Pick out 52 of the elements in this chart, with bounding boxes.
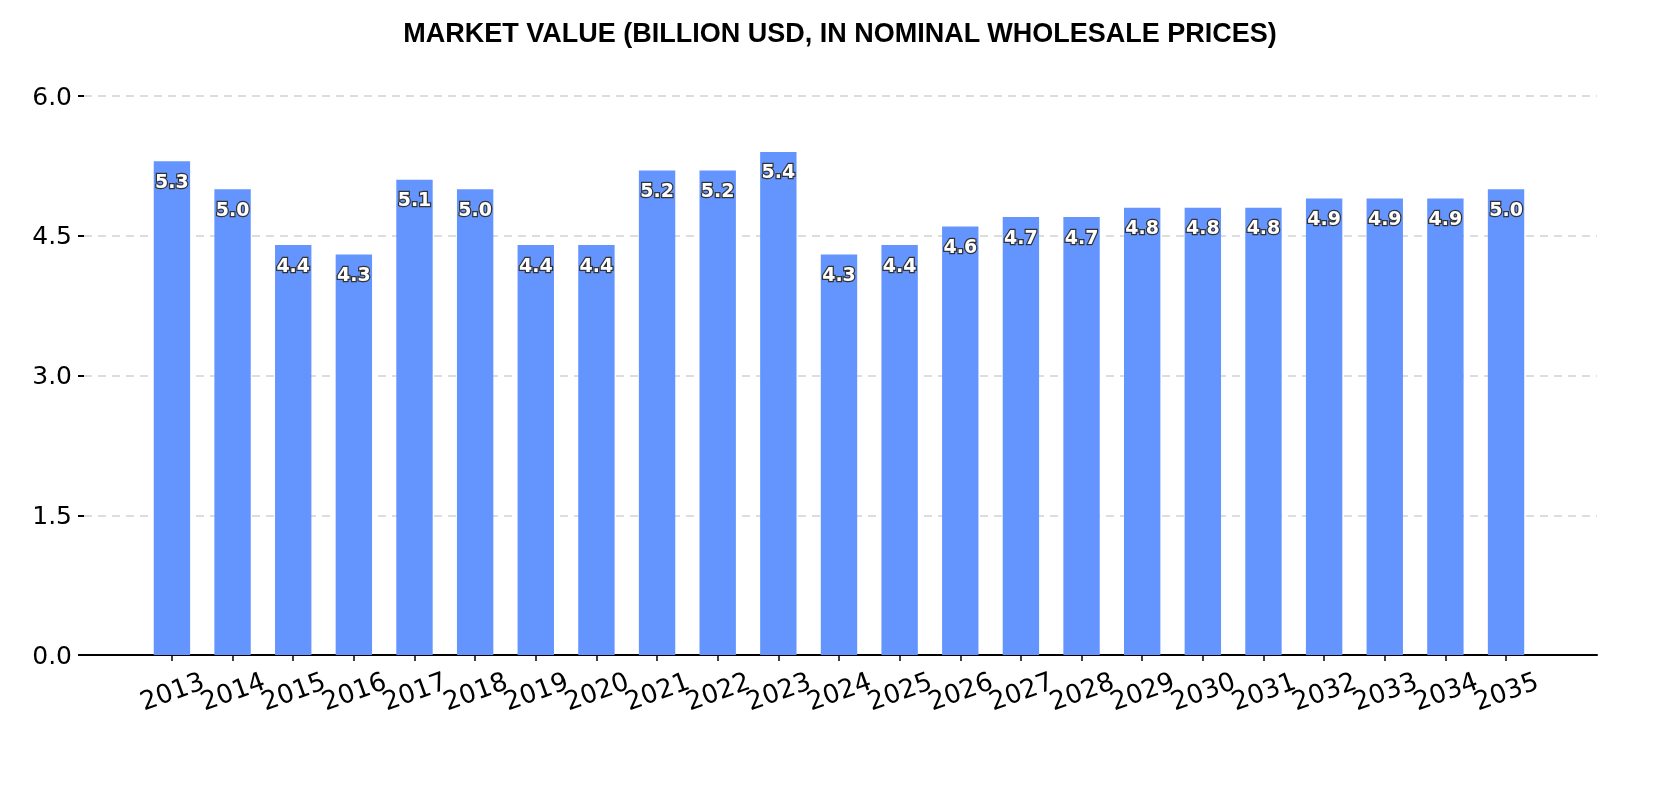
data-label: 4.9 [1428,206,1463,229]
data-label: 4.4 [882,253,917,276]
data-label: 4.7 [1064,225,1099,248]
data-label: 5.1 [397,188,432,211]
bar [456,189,494,655]
bar [638,170,676,655]
bar [1002,217,1040,655]
bar [1245,207,1282,655]
bar [214,189,251,655]
data-label: 5.3 [155,169,189,192]
data-label: 4.4 [579,253,614,276]
data-label: 5.2 [640,179,674,202]
data-label: 5.2 [700,179,735,202]
y-tick-label: 6.0 [32,81,72,111]
y-tick-label: 1.5 [32,500,72,530]
chart-title: MARKET VALUE (BILLION USD, IN NOMINAL WHOLESALE PRICES) [403,17,1277,48]
data-label: 5.0 [1489,197,1523,220]
bar [396,179,433,655]
bar [1124,207,1161,655]
y-tick-label: 4.5 [32,221,72,251]
bar [699,170,736,655]
bar [760,151,797,655]
data-label: 4.4 [276,253,311,276]
data-label: 4.6 [943,234,978,257]
data-label: 4.8 [1186,216,1220,239]
data-label: 5.0 [215,197,250,220]
bar [1366,198,1403,655]
bar [1487,189,1525,655]
data-label: 5.4 [761,160,796,183]
bar [1063,217,1100,655]
bar [1305,198,1343,655]
data-label: 4.8 [1246,216,1281,239]
bar [881,245,918,655]
y-tick-label: 3.0 [32,361,72,390]
bar [1427,198,1464,655]
bar [153,161,191,655]
bar [275,245,312,655]
bar [942,226,979,655]
data-label: 4.9 [1367,206,1402,229]
bar [335,254,373,655]
data-label: 4.3 [822,262,856,285]
data-label: 4.9 [1307,206,1341,229]
data-label: 4.4 [518,253,553,276]
bar [1184,207,1222,655]
y-tick-label: 0.0 [32,640,72,670]
data-label: 4.7 [1004,225,1038,248]
data-label: 5.0 [458,197,492,220]
data-label: 4.8 [1125,216,1160,239]
bar [820,254,858,655]
data-label: 4.3 [337,262,371,285]
bar [517,245,554,655]
bar [578,245,615,655]
